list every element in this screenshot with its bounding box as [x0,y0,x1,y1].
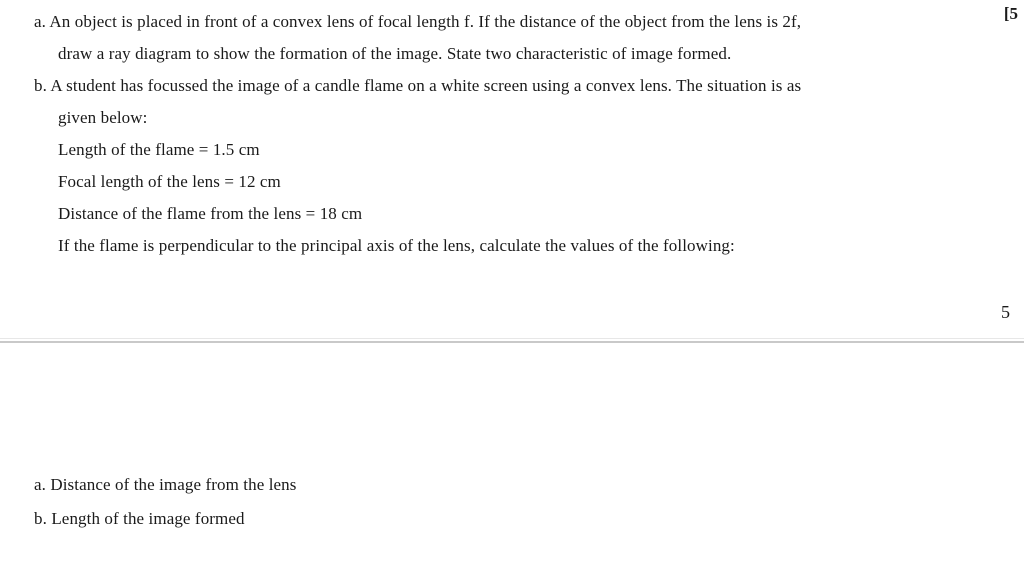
question-a-label: a. [34,12,46,31]
sub-question-b: b. Length of the image formed [34,502,297,536]
sub-question-a-text: Distance of the image from the lens [50,475,296,494]
divider-light [0,338,1024,339]
page-number: 5 [1001,302,1010,323]
question-b-instruction: If the flame is perpendicular to the pri… [34,230,1006,262]
sub-question-b-label: b. [34,509,47,528]
question-b-data-0: Length of the flame = 1.5 cm [34,134,1006,166]
sub-question-block: a. Distance of the image from the lens b… [34,468,297,536]
question-b-text1: A student has focussed the image of a ca… [50,76,801,95]
question-b-label: b. [34,76,47,95]
question-a-text1: An object is placed in front of a convex… [49,12,801,31]
question-b-data-1: Focal length of the lens = 12 cm [34,166,1006,198]
question-b-line1: b. A student has focussed the image of a… [34,70,1006,102]
divider-dark [0,341,1024,343]
question-b-data-2: Distance of the flame from the lens = 18… [34,198,1006,230]
document-page: [5 a. An object is placed in front of a … [0,0,1024,585]
sub-question-b-text: Length of the image formed [51,509,244,528]
page-divider [0,338,1024,343]
question-a-line1: a. An object is placed in front of a con… [34,6,1006,38]
marks-marker: [5 [1004,4,1018,24]
sub-question-a-label: a. [34,475,46,494]
sub-question-a: a. Distance of the image from the lens [34,468,297,502]
question-b-line2: given below: [34,102,1006,134]
question-a-line2: draw a ray diagram to show the formation… [34,38,1006,70]
